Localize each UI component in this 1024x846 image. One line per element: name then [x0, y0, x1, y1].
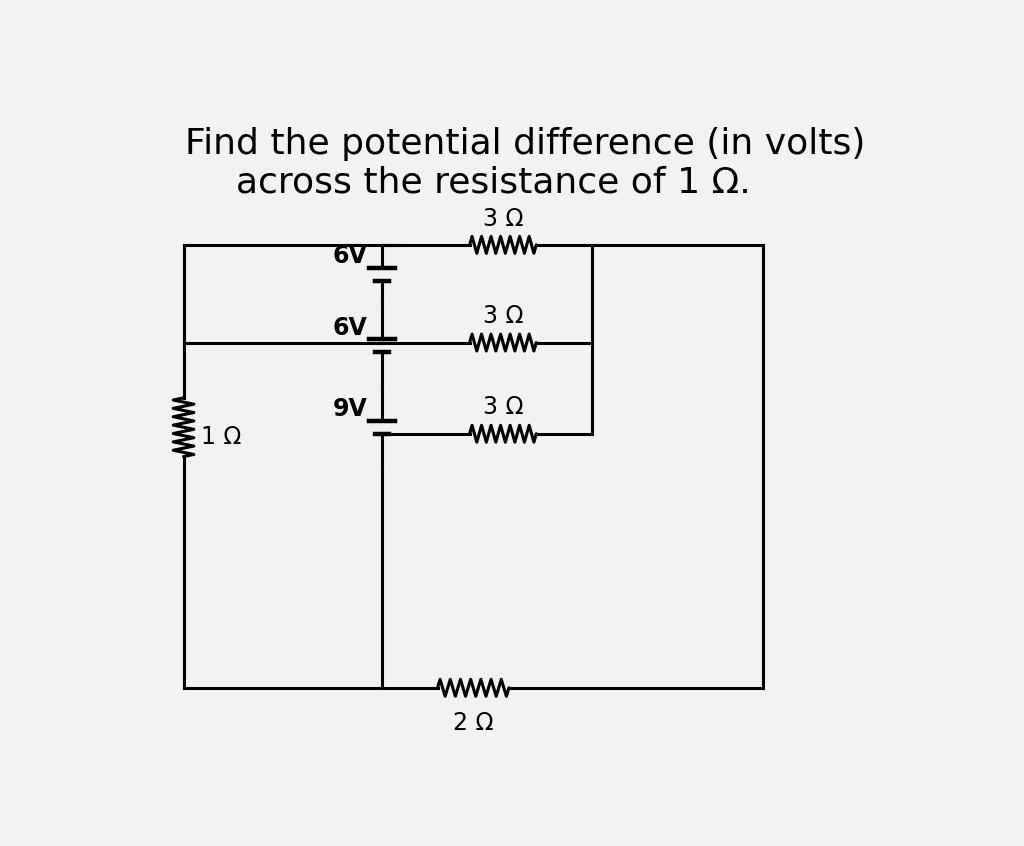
Text: Find the potential difference (in volts): Find the potential difference (in volts) — [184, 127, 865, 161]
Text: 3 Ω: 3 Ω — [482, 305, 523, 328]
Text: 1 Ω: 1 Ω — [201, 425, 242, 449]
Text: 2 Ω: 2 Ω — [453, 711, 494, 734]
Text: 3 Ω: 3 Ω — [482, 206, 523, 230]
Text: 3 Ω: 3 Ω — [482, 395, 523, 420]
Text: 6V: 6V — [333, 316, 368, 339]
Text: 9V: 9V — [333, 397, 368, 421]
Text: across the resistance of 1 Ω.: across the resistance of 1 Ω. — [236, 166, 751, 200]
Text: 6V: 6V — [333, 244, 368, 268]
